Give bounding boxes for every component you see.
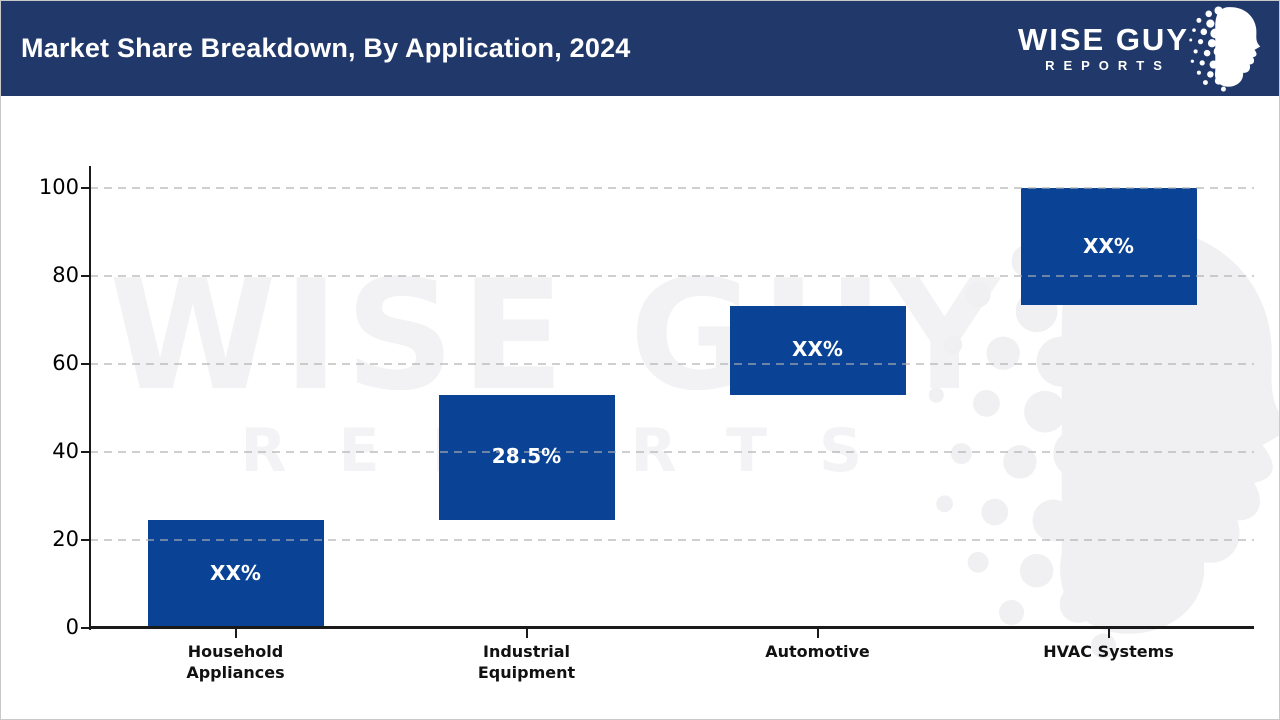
y-axis-tick-40 xyxy=(81,450,90,453)
logo-wiseguy-text: WISE GUY xyxy=(1017,21,1189,57)
x-category-label-line: Automotive xyxy=(765,641,870,661)
bar-segment xyxy=(147,519,324,628)
x-axis-tick xyxy=(816,629,819,638)
gridline-40 xyxy=(90,450,1254,453)
y-axis-tick-60 xyxy=(81,362,90,365)
x-category-label-line: Household xyxy=(187,641,284,661)
wiseguy-face-logo-icon xyxy=(1189,5,1261,92)
gridline-100 xyxy=(90,186,1254,189)
bar-value-label: 28.5% xyxy=(491,444,562,469)
x-axis-tick xyxy=(234,629,237,638)
x-category-label: Automotive xyxy=(698,641,938,662)
x-category-label: Industrial Equipment xyxy=(407,641,647,683)
x-category-label: Household Appliances xyxy=(116,641,356,683)
logo-text: WISE GUY REPORTS xyxy=(1017,21,1189,74)
y-tick-label-80: 80 xyxy=(52,262,79,287)
x-category-label-line: Industrial xyxy=(482,641,570,661)
y-axis-tick-0 xyxy=(81,626,90,629)
bar-segment xyxy=(438,394,615,520)
bar-value-label: XX% xyxy=(210,560,261,585)
gridline-60 xyxy=(90,362,1254,365)
y-axis-tick-80 xyxy=(81,274,90,277)
x-category-label-line: HVAC Systems xyxy=(1043,641,1174,661)
bar-value-label: XX% xyxy=(1083,233,1134,258)
wiseguy-reports-logo: WISE GUY REPORTS xyxy=(1017,1,1279,96)
bar-value-label: XX% xyxy=(792,337,843,362)
x-axis-line xyxy=(89,626,1254,629)
gridline-20 xyxy=(90,538,1254,541)
x-category-label-line: Equipment xyxy=(477,662,576,682)
logo-reports-text: REPORTS xyxy=(1045,57,1171,73)
y-axis-line xyxy=(89,166,91,630)
y-tick-label-40: 40 xyxy=(52,438,79,463)
y-tick-label-0: 0 xyxy=(65,614,79,639)
x-axis-tick xyxy=(525,629,528,638)
x-axis-tick xyxy=(1107,629,1110,638)
gridline-80 xyxy=(90,274,1254,277)
header-bar: Market Share Breakdown, By Application, … xyxy=(1,1,1279,96)
x-category-label: HVAC Systems xyxy=(989,641,1229,662)
y-tick-label-20: 20 xyxy=(52,526,79,551)
page-title: Market Share Breakdown, By Application, … xyxy=(21,33,631,63)
y-axis-tick-100 xyxy=(81,186,90,189)
x-category-label-line: Appliances xyxy=(186,662,285,682)
y-axis-tick-20 xyxy=(81,538,90,541)
y-tick-label-60: 60 xyxy=(52,350,79,375)
bar-segment xyxy=(729,305,906,395)
y-tick-label-100: 100 xyxy=(38,174,79,199)
